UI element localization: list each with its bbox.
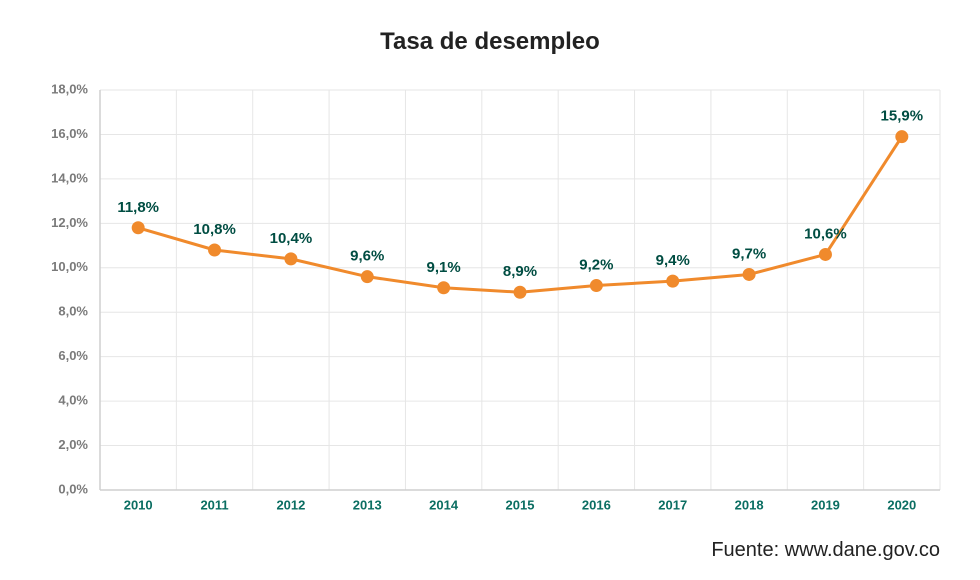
data-label: 8,9% bbox=[503, 263, 537, 280]
data-label: 11,8% bbox=[117, 199, 159, 216]
data-label: 9,7% bbox=[732, 245, 766, 262]
y-tick-label: 0,0% bbox=[58, 481, 88, 496]
data-point bbox=[514, 286, 526, 298]
data-label: 15,9% bbox=[881, 108, 924, 125]
y-tick-label: 14,0% bbox=[51, 170, 88, 185]
data-label: 10,4% bbox=[270, 230, 313, 247]
x-tick-label: 2010 bbox=[124, 498, 153, 513]
y-tick-label: 6,0% bbox=[58, 348, 88, 363]
x-tick-label: 2011 bbox=[200, 498, 228, 513]
x-tick-label: 2013 bbox=[353, 498, 382, 513]
x-tick-label: 2019 bbox=[811, 498, 840, 513]
x-tick-label: 2018 bbox=[735, 498, 764, 513]
y-tick-label: 2,0% bbox=[58, 437, 88, 452]
x-tick-label: 2015 bbox=[506, 498, 535, 513]
data-label: 9,4% bbox=[656, 252, 690, 269]
data-point bbox=[896, 131, 908, 143]
data-label: 9,2% bbox=[579, 257, 613, 274]
y-tick-label: 10,0% bbox=[51, 259, 88, 274]
data-point bbox=[285, 253, 297, 265]
x-tick-label: 2016 bbox=[582, 498, 611, 513]
y-tick-label: 8,0% bbox=[58, 304, 88, 319]
data-label: 10,6% bbox=[804, 225, 847, 242]
chart-source: Fuente: www.dane.gov.co bbox=[711, 539, 940, 562]
y-tick-label: 16,0% bbox=[51, 126, 88, 141]
data-point bbox=[132, 222, 144, 234]
chart-svg: 0,0% 2,0% 4,0% 6,0% 8,0% 10,0% 12,0% 14,0% 16,0%… bbox=[0, 0, 980, 580]
y-tick-label: 12,0% bbox=[51, 215, 88, 230]
x-tick-label: 2014 bbox=[429, 498, 459, 513]
data-point bbox=[209, 244, 221, 256]
data-point bbox=[590, 280, 602, 292]
data-point bbox=[438, 282, 450, 294]
x-tick-label: 2017 bbox=[658, 498, 687, 513]
x-tick-label: 2020 bbox=[887, 498, 916, 513]
data-point bbox=[743, 268, 755, 280]
chart-container: Tasa de desempleo 0,0%2,0%4,0%6,0%8,0%10… bbox=[0, 0, 980, 580]
x-tick-label: 2012 bbox=[276, 498, 305, 513]
data-point bbox=[819, 248, 831, 260]
y-tick-label: 18,0% bbox=[51, 81, 88, 96]
data-label: 9,6% bbox=[350, 248, 384, 265]
data-point bbox=[667, 275, 679, 287]
data-point bbox=[361, 271, 373, 283]
data-label: 10,8% bbox=[193, 221, 236, 238]
data-label: 9,1% bbox=[427, 259, 461, 276]
y-tick-label: 4,0% bbox=[58, 393, 88, 408]
